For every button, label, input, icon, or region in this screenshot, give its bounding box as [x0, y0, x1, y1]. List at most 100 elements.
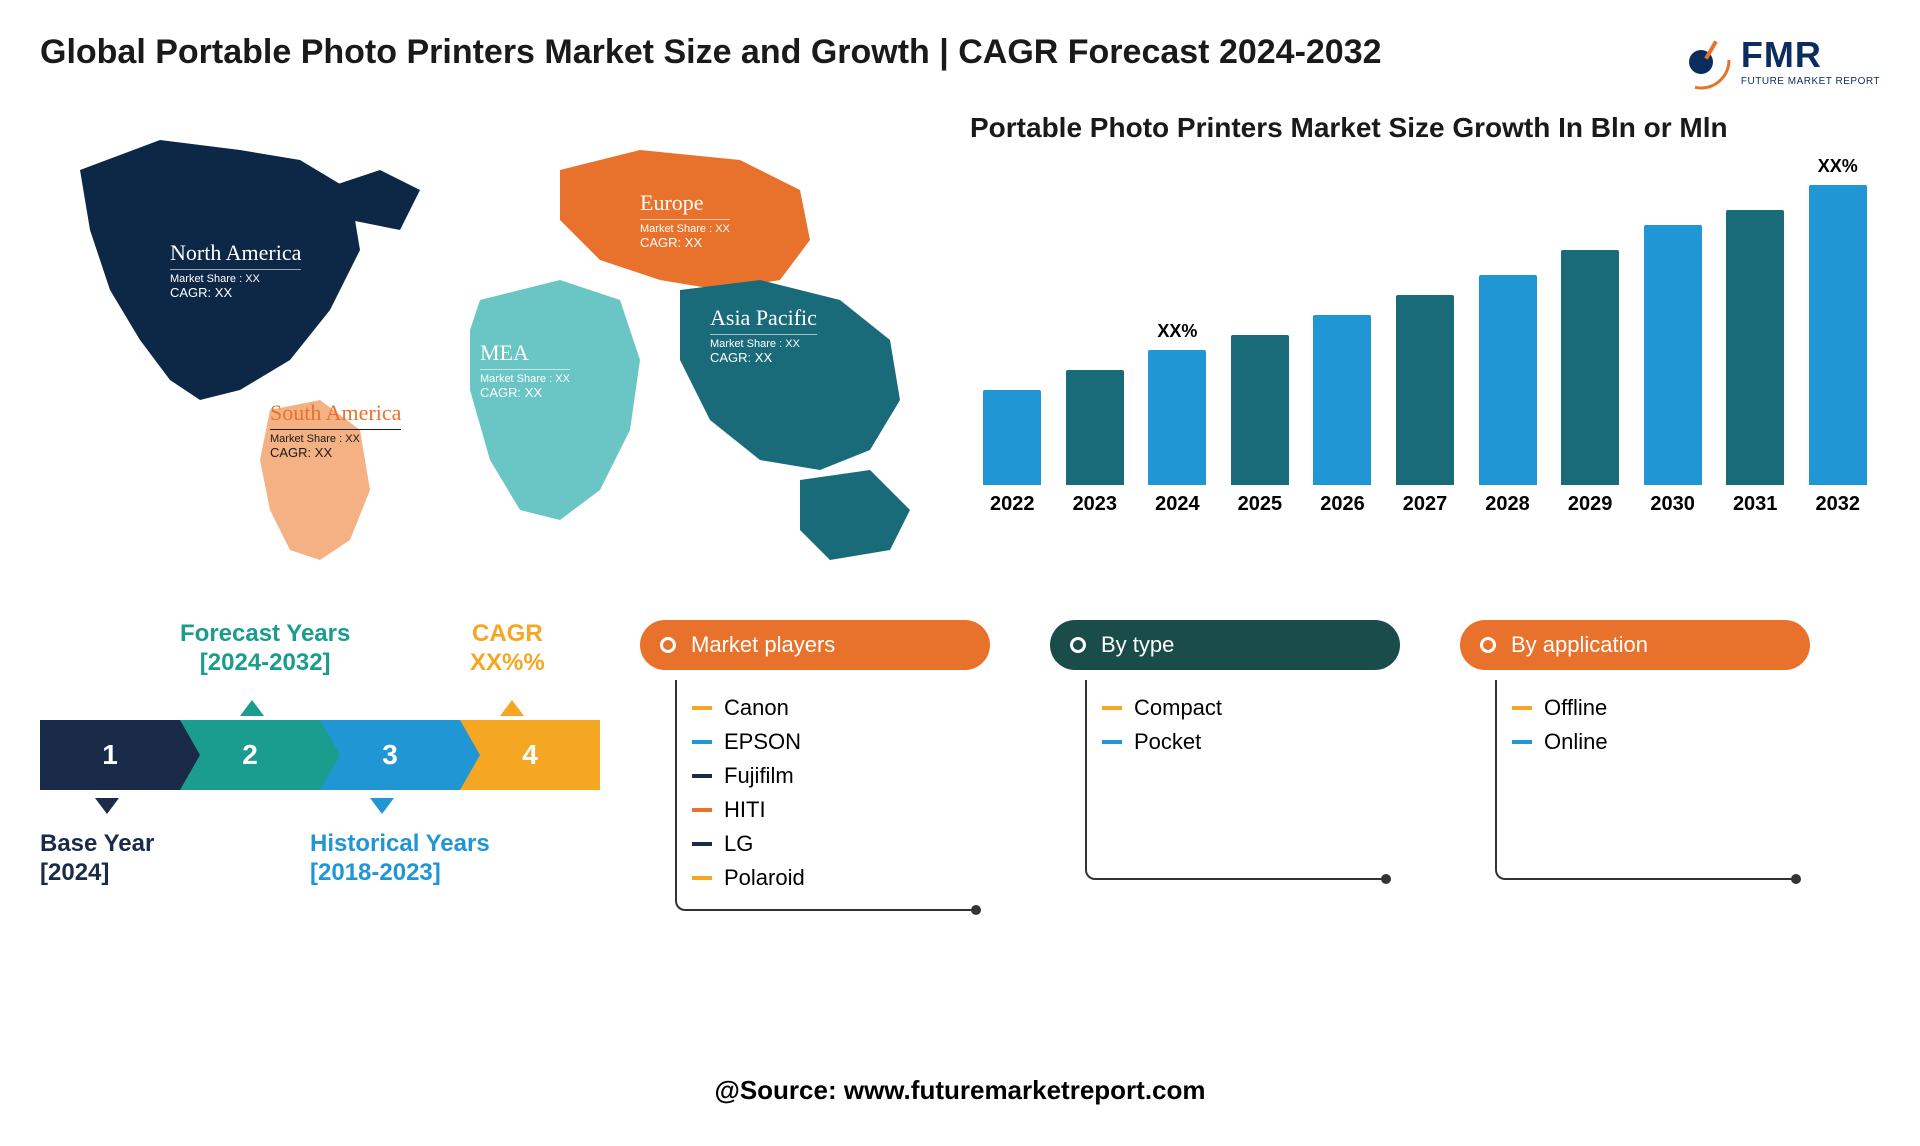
category-item: Offline: [1512, 695, 1785, 721]
bar-x-label: 2022: [990, 493, 1035, 516]
world-map: North America Market Share : XX CAGR: XX…: [40, 110, 920, 570]
category-body: Offline Online: [1495, 680, 1795, 880]
category-item-label: Canon: [724, 695, 789, 721]
bar: [1231, 335, 1289, 485]
dot-icon: [1480, 637, 1496, 653]
historical-years-label: Historical Years [2018-2023]: [310, 830, 490, 888]
logo-fmr: FMR: [1741, 34, 1880, 76]
timeline-arrows-bottom: [40, 798, 600, 818]
bar-x-label: 2025: [1238, 493, 1283, 516]
category-item-label: Online: [1544, 729, 1608, 755]
marker-icon: [1512, 740, 1532, 744]
bar: [1644, 225, 1702, 485]
timeline-section: Forecast Years [2024-2032] CAGR XX%% 1 2…: [40, 620, 600, 911]
category-card: By application Offline Online: [1460, 620, 1810, 911]
chart-area: 20222023XX%20242025202620272028202920302…: [970, 156, 1880, 516]
bar: [1479, 275, 1537, 485]
category-item: Compact: [1102, 695, 1375, 721]
header: Global Portable Photo Printers Market Si…: [40, 30, 1880, 90]
logo-sub: FUTURE MARKET REPORT: [1741, 76, 1880, 87]
category-title: Market players: [691, 632, 835, 658]
main-row: North America Market Share : XX CAGR: XX…: [40, 110, 1880, 570]
category-item: HITI: [692, 797, 965, 823]
bar-x-label: 2023: [1073, 493, 1118, 516]
bar-column: 2027: [1393, 266, 1458, 516]
bar-top-label: XX%: [1818, 156, 1858, 180]
bar: [1066, 370, 1124, 485]
logo: FMR FUTURE MARKET REPORT: [1671, 30, 1880, 90]
category-item: Online: [1512, 729, 1785, 755]
category-item-label: Pocket: [1134, 729, 1201, 755]
category-item-label: LG: [724, 831, 753, 857]
bar: [1561, 250, 1619, 485]
bar-column: 2023: [1063, 341, 1128, 516]
region-europe: Europe Market Share : XX CAGR: XX: [640, 190, 730, 250]
dot-icon: [1070, 637, 1086, 653]
bar: [1396, 295, 1454, 485]
category-item: LG: [692, 831, 965, 857]
marker-icon: [692, 842, 712, 846]
marker-icon: [692, 876, 712, 880]
category-item-label: EPSON: [724, 729, 801, 755]
region-south-america: South America Market Share : XX CAGR: XX: [270, 400, 401, 460]
arrow-up-icon: [500, 700, 524, 716]
bar: [1148, 350, 1206, 485]
arrow-down-icon: [370, 798, 394, 814]
arrow-down-icon: [95, 798, 119, 814]
bar-column: XX% 2032: [1805, 156, 1870, 516]
base-year-label: Base Year [2024]: [40, 830, 154, 888]
dot-icon: [660, 637, 676, 653]
marker-icon: [692, 774, 712, 778]
bar-column: 2025: [1228, 306, 1293, 516]
bar: [1726, 210, 1784, 485]
bar-x-label: 2026: [1320, 493, 1365, 516]
bar-column: 2029: [1558, 221, 1623, 516]
category-pill: By application: [1460, 620, 1810, 670]
chart-title: Portable Photo Printers Market Size Grow…: [970, 110, 1880, 146]
category-pill: Market players: [640, 620, 990, 670]
timeline-bar: 1 2 3 4: [40, 720, 600, 790]
arrow-up-icon: [240, 700, 264, 716]
timeline-seg-4: 4: [460, 720, 600, 790]
forecast-label: Forecast Years [2024-2032]: [180, 620, 350, 678]
bar-x-label: 2029: [1568, 493, 1613, 516]
bar-chart-section: Portable Photo Printers Market Size Grow…: [950, 110, 1880, 570]
bar: [1313, 315, 1371, 485]
region-north-america: North America Market Share : XX CAGR: XX: [170, 240, 301, 300]
category-item: Pocket: [1102, 729, 1375, 755]
marker-icon: [1512, 706, 1532, 710]
logo-text: FMR FUTURE MARKET REPORT: [1741, 34, 1880, 87]
category-item: EPSON: [692, 729, 965, 755]
categories-row: Market players Canon EPSON Fujifilm HITI LG Po…: [640, 620, 1880, 911]
category-body: Canon EPSON Fujifilm HITI LG Polaroid: [675, 680, 975, 911]
bar-column: 2031: [1723, 181, 1788, 516]
category-item-label: HITI: [724, 797, 766, 823]
category-card: By type Compact Pocket: [1050, 620, 1400, 911]
timeline-seg-2: 2: [180, 720, 320, 790]
bar-column: XX%2024: [1145, 321, 1210, 516]
category-body: Compact Pocket: [1085, 680, 1385, 880]
bar-x-label: 2030: [1650, 493, 1695, 516]
logo-icon: [1671, 30, 1731, 90]
bar: [1809, 185, 1867, 485]
category-card: Market players Canon EPSON Fujifilm HITI LG Po…: [640, 620, 990, 911]
marker-icon: [692, 740, 712, 744]
page-title: Global Portable Photo Printers Market Si…: [40, 30, 1382, 74]
bar-column: 2030: [1640, 196, 1705, 516]
bar-x-label: 2032: [1815, 493, 1860, 516]
bar-column: 2022: [980, 361, 1045, 516]
cagr-label: CAGR XX%%: [470, 620, 545, 678]
source-text: @Source: www.futuremarketreport.com: [714, 1075, 1205, 1106]
category-item: Polaroid: [692, 865, 965, 891]
category-item-label: Compact: [1134, 695, 1222, 721]
bar-x-label: 2031: [1733, 493, 1778, 516]
category-pill: By type: [1050, 620, 1400, 670]
marker-icon: [1102, 740, 1122, 744]
bar-x-label: 2024: [1155, 493, 1200, 516]
category-item: Fujifilm: [692, 763, 965, 789]
category-item: Canon: [692, 695, 965, 721]
marker-icon: [692, 706, 712, 710]
bar-x-label: 2028: [1485, 493, 1530, 516]
category-title: By type: [1101, 632, 1174, 658]
marker-icon: [692, 808, 712, 812]
